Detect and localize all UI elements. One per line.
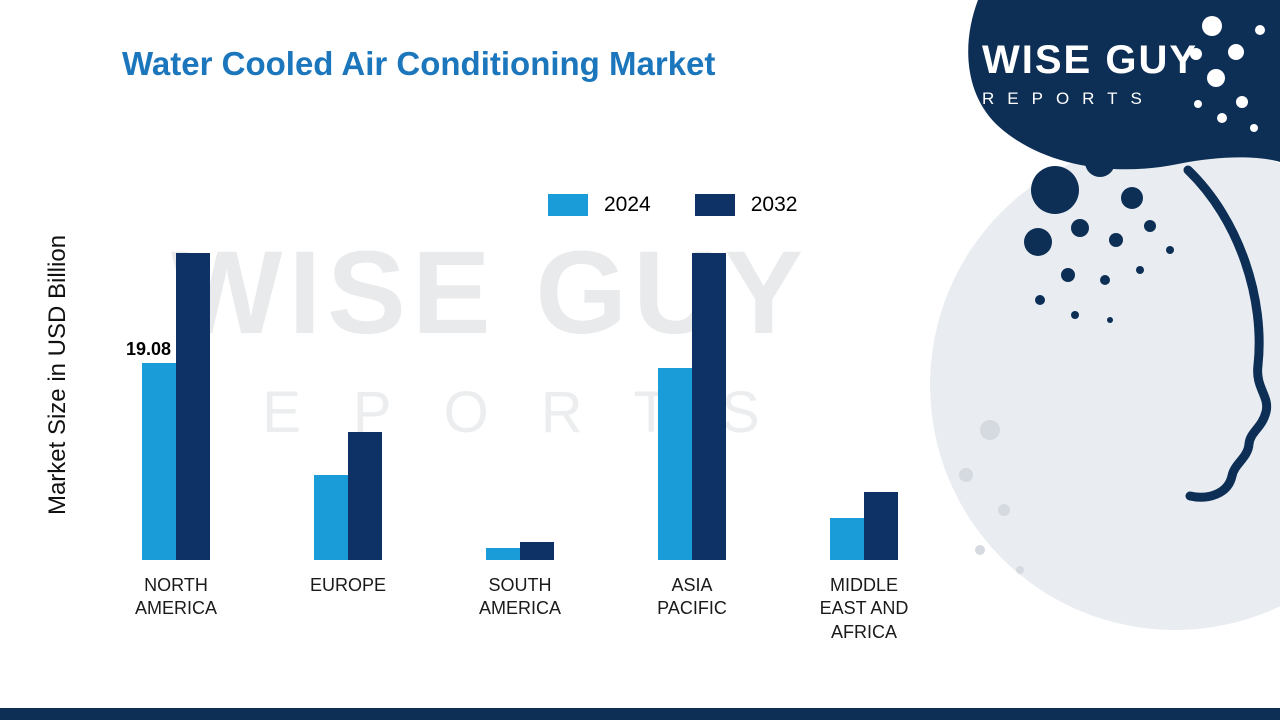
bar-2024	[486, 547, 520, 560]
bar-group: NORTH AMERICA 19.08	[126, 250, 217, 618]
bar-2032	[176, 253, 210, 560]
page-title: Water Cooled Air Conditioning Market	[122, 45, 716, 82]
bar-2032	[864, 491, 898, 560]
bar-2024	[830, 517, 864, 560]
legend-item-2032: 2032	[694, 193, 798, 217]
legend-item-2024: 2024	[548, 193, 651, 217]
bar-group: EUROPE	[310, 250, 386, 595]
bar-chart: NORTH AMERICA 19.08 EUROPE SOUTH AMERICA ASI…	[126, 250, 908, 642]
bar-group: SOUTH AMERICA	[479, 250, 561, 618]
category-label: MIDDLE EAST AND AFRICA	[819, 575, 909, 642]
category-label: SOUTH AMERICA	[478, 575, 561, 619]
bar-pair	[142, 250, 210, 560]
bar-value-label: 19.08	[126, 338, 172, 359]
y-axis-label: Market Size in USD Billion	[44, 234, 71, 516]
bar-2024	[658, 367, 692, 560]
chart-legend: 2024 2032	[548, 193, 797, 217]
category-label: EUROPE	[309, 575, 387, 595]
head-dots-decoration	[920, 130, 1280, 630]
bar-2032	[348, 431, 382, 560]
bar-pair	[314, 250, 382, 560]
bar-2032	[692, 253, 726, 560]
bottom-accent-bar	[0, 708, 1280, 720]
logo-background-shape	[968, 0, 1280, 170]
bar-2024	[142, 362, 176, 560]
category-label: ASIA PACIFIC	[657, 575, 727, 619]
logo-text: WISE GUY REPORTS	[982, 38, 1198, 109]
logo-brand: WISE GUY	[982, 38, 1199, 82]
legend-swatch-2024	[548, 194, 588, 216]
logo: WISE GUY REPORTS	[960, 0, 1280, 190]
bar-2024	[314, 475, 348, 560]
bar-group: MIDDLE EAST AND AFRICA	[820, 250, 908, 642]
bar-group: ASIA PACIFIC	[656, 250, 728, 618]
category-label: NORTH AMERICA	[134, 575, 217, 619]
logo-brand-sub: REPORTS	[982, 89, 1155, 108]
legend-label-2024: 2024	[604, 193, 651, 216]
legend-swatch-2032	[694, 194, 735, 216]
legend-label-2032: 2032	[750, 193, 798, 216]
bar-pair	[830, 250, 898, 560]
bar-pair	[658, 250, 726, 560]
bar-2032	[520, 542, 554, 560]
bar-pair	[486, 250, 554, 560]
